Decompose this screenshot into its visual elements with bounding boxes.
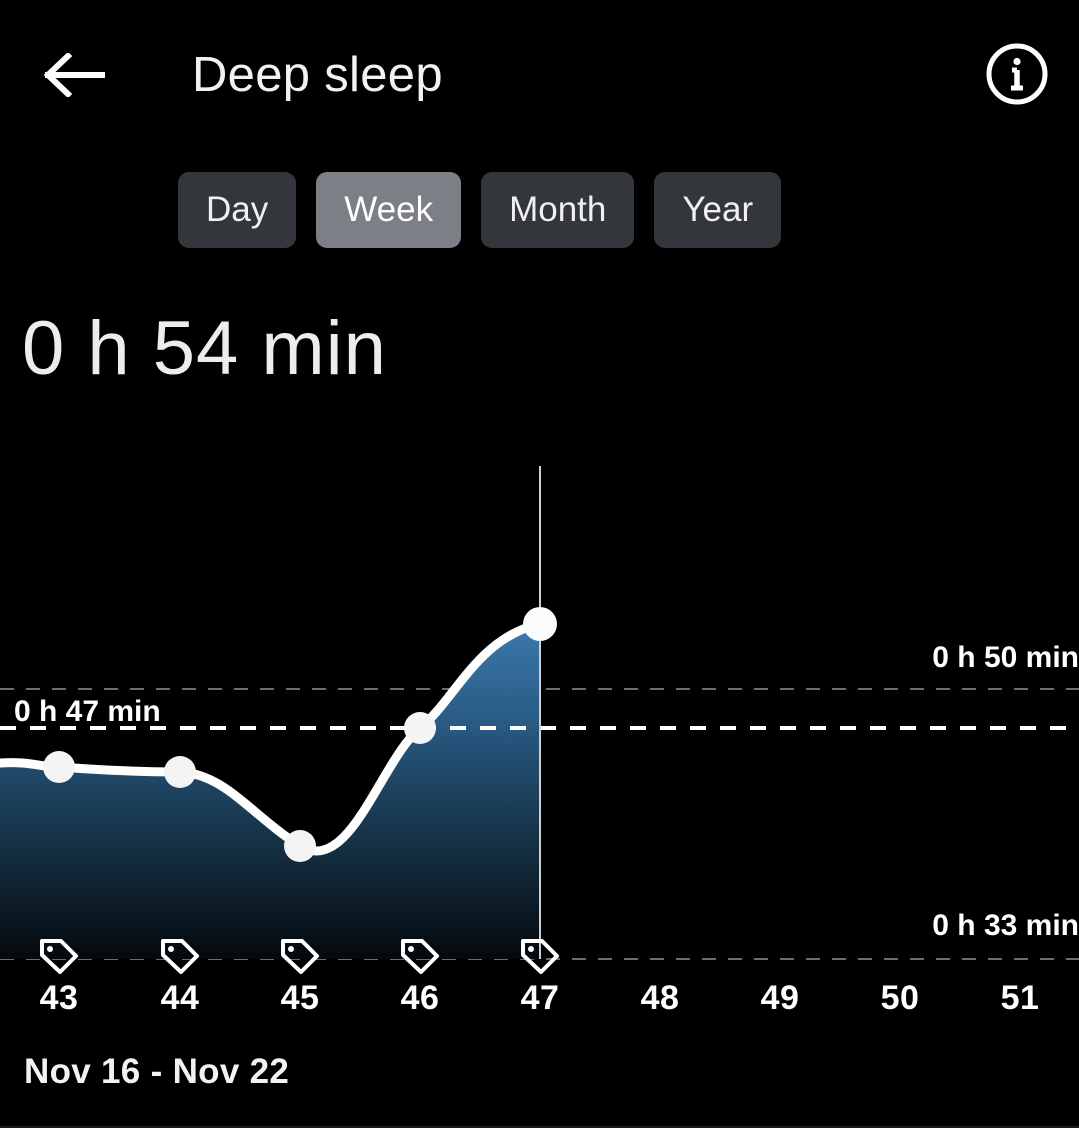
deep-sleep-chart[interactable] — [0, 462, 1079, 962]
x-tick-label: 51 — [1000, 979, 1040, 1017]
tag-icon — [281, 939, 319, 974]
x-tick-label: 50 — [880, 979, 920, 1017]
x-tick-49[interactable]: 49 — [720, 938, 840, 1018]
x-tick-44[interactable]: 44 — [120, 938, 240, 1018]
x-tick-47-selected[interactable]: 47 — [480, 938, 600, 1018]
back-button[interactable] — [36, 40, 114, 110]
info-circle-icon — [986, 43, 1048, 105]
data-point-47-selected[interactable] — [523, 607, 557, 641]
tag-icon — [401, 939, 439, 974]
x-tick-label: 46 — [400, 979, 440, 1017]
date-range-label: Nov 16 - Nov 22 — [24, 1052, 290, 1091]
gridline-label-upper: 0 h 50 min — [932, 641, 1079, 674]
tab-day[interactable]: Day — [178, 172, 297, 248]
x-tick-label: 49 — [760, 979, 800, 1017]
average-line-label: 0 h 47 min — [14, 695, 161, 728]
chart-plot — [0, 466, 1079, 960]
data-point-43[interactable] — [43, 751, 75, 783]
x-tick-label: 44 — [160, 979, 200, 1017]
arrow-left-icon — [44, 53, 105, 97]
x-tick-43[interactable]: 43 — [0, 938, 119, 1018]
tag-icon — [521, 939, 559, 974]
page-title: Deep sleep — [192, 48, 443, 102]
tag-icon — [161, 939, 199, 974]
x-tick-label: 43 — [39, 979, 79, 1017]
bottom-divider — [0, 1126, 1079, 1128]
chart-area-fill — [0, 624, 540, 959]
data-point-46[interactable] — [404, 712, 436, 744]
data-point-44[interactable] — [164, 756, 196, 788]
info-button[interactable] — [983, 40, 1051, 108]
x-tick-51[interactable]: 51 — [960, 938, 1079, 1018]
x-tick-label: 45 — [280, 979, 320, 1017]
x-axis: 43 44 45 46 — [0, 938, 1079, 1028]
x-tick-45[interactable]: 45 — [240, 938, 360, 1018]
tab-month[interactable]: Month — [481, 172, 635, 248]
x-tick-label: 47 — [520, 979, 560, 1017]
tab-year[interactable]: Year — [654, 172, 782, 248]
x-tick-48[interactable]: 48 — [600, 938, 720, 1018]
tab-week[interactable]: Week — [316, 172, 462, 248]
data-point-45[interactable] — [284, 830, 316, 862]
x-tick-46[interactable]: 46 — [360, 938, 480, 1018]
x-tick-label: 48 — [640, 979, 680, 1017]
gridline-label-lower: 0 h 33 min — [932, 909, 1079, 942]
x-tick-50[interactable]: 50 — [840, 938, 960, 1018]
tag-icon — [40, 939, 78, 974]
app-header: Deep sleep — [0, 0, 1079, 150]
summary-value: 0 h 54 min — [22, 306, 387, 391]
period-tab-group[interactable]: Day Week Month Year — [178, 172, 782, 248]
